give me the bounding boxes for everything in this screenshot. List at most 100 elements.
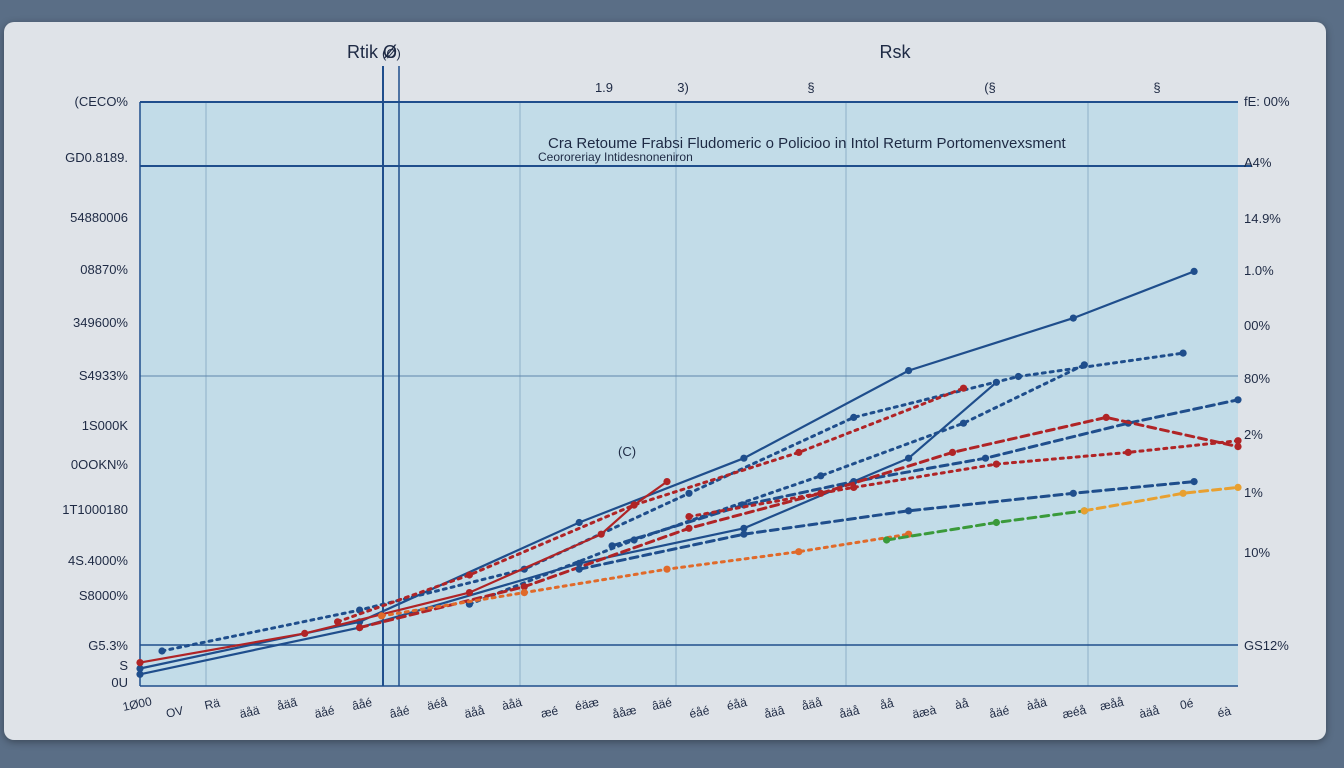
- left-tick-label: (CECO%: [75, 94, 129, 109]
- series-line: [138, 480, 669, 664]
- data-point: [608, 542, 616, 550]
- bottom-tick-label: éåé: [688, 703, 711, 721]
- data-point: [597, 530, 605, 538]
- data-point: [1124, 448, 1132, 456]
- right-tick-label: A4%: [1244, 155, 1272, 170]
- right-tick-labels: fE: 00% A4% 14.9% 1.0% 00% 80% 2% 1% 10% GS12%: [1244, 94, 1290, 653]
- left-tick-label: 0OOKN%: [71, 457, 129, 472]
- bottom-tick-label: àå: [954, 696, 970, 713]
- bottom-tick-label: æéå: [1061, 703, 1088, 722]
- right-tick-label: 00%: [1244, 318, 1270, 333]
- bottom-tick-label: Rä: [203, 696, 221, 713]
- left-tick-label: S4933%: [79, 368, 129, 383]
- series-layer: [136, 267, 1242, 678]
- chart-subtitle: Ceororeriay Intidesnoneniron: [538, 150, 693, 164]
- data-point: [1234, 396, 1242, 404]
- left-tick-label: G5.3%: [88, 638, 128, 653]
- left-tick-label: 1S000K: [82, 418, 129, 433]
- data-point: [136, 670, 144, 678]
- left-tick-label: 0U: [111, 675, 128, 690]
- top-tick-label: (§: [984, 80, 996, 95]
- series-line: [577, 480, 1196, 571]
- data-point: [685, 524, 693, 532]
- right-tick-label: 2%: [1244, 427, 1263, 442]
- series-7: [356, 413, 1242, 632]
- right-tick-label: 1.0%: [1244, 263, 1274, 278]
- bottom-tick-label: éäæ: [574, 695, 601, 714]
- top-tick-label: 3): [677, 80, 689, 95]
- top-tick-label: 1.9: [595, 80, 613, 95]
- bottom-tick-label: âåé: [351, 695, 374, 713]
- series-line: [467, 363, 1086, 606]
- data-point: [685, 513, 693, 521]
- bottom-tick-label: åäé: [988, 703, 1011, 721]
- data-point: [1080, 361, 1088, 369]
- left-tick-label: 349600%: [73, 315, 128, 330]
- data-point: [136, 664, 144, 673]
- left-tick-label: GD0.8189.: [65, 150, 128, 165]
- series-8: [685, 437, 1242, 521]
- data-point: [959, 419, 968, 427]
- data-point: [1069, 314, 1077, 322]
- data-point: [1080, 507, 1088, 515]
- data-point: [1190, 478, 1198, 486]
- data-point: [630, 501, 638, 509]
- bottom-tick-label: àäå: [1138, 703, 1161, 721]
- series-9: [575, 478, 1198, 573]
- data-point: [378, 612, 386, 620]
- bottom-tick-label: àåä: [1026, 695, 1049, 713]
- data-point: [883, 536, 891, 544]
- top-tick-label: §: [1153, 80, 1160, 95]
- annotation-top: (Ø): [382, 46, 401, 61]
- bottom-tick-label: 1Ø00: [121, 694, 153, 714]
- data-point: [1179, 349, 1187, 357]
- bottom-tick-label: éà: [1216, 704, 1232, 721]
- data-point: [1069, 489, 1077, 497]
- data-point: [795, 448, 803, 456]
- right-tick-label: fE: 00%: [1244, 94, 1290, 109]
- series-1: [136, 378, 1001, 678]
- bottom-tick-labels: 1Ø00 OV Rä äåä åäã äåé âåé âåé äéå äåå àåä æé éäæ ååæ…: [121, 694, 1232, 721]
- data-point: [1234, 483, 1242, 491]
- data-point: [992, 460, 1001, 468]
- data-point: [575, 565, 583, 573]
- right-tick-label: 14.9%: [1244, 211, 1281, 226]
- data-point: [334, 618, 342, 626]
- bottom-tick-label: åå: [879, 696, 895, 713]
- bottom-tick-label: äåé: [313, 703, 336, 721]
- data-point: [1234, 443, 1242, 451]
- bottom-tick-label: åäå: [838, 703, 861, 721]
- bottom-tick-label: äåä: [238, 703, 261, 721]
- series-10: [378, 530, 913, 620]
- top-tick-label: §: [807, 80, 814, 95]
- data-point: [136, 659, 144, 667]
- left-tick-label: 4S.4000%: [68, 553, 128, 568]
- left-tick-label: 08870%: [80, 262, 128, 277]
- bottom-tick-label: âåé: [388, 703, 411, 721]
- data-point: [740, 524, 748, 532]
- bottom-tick-label: éåä: [726, 695, 749, 713]
- bottom-tick-label: äéå: [426, 695, 449, 713]
- right-tick-label: 80%: [1244, 371, 1270, 386]
- data-point: [575, 518, 583, 527]
- data-point: [905, 507, 913, 515]
- data-point: [520, 589, 528, 597]
- data-point: [795, 548, 803, 556]
- bottom-tick-label: OV: [165, 703, 185, 720]
- left-tick-labels: (CECO% GD0.8189. 54880006 08870% 349600% S493…: [62, 94, 128, 690]
- data-point: [663, 478, 671, 486]
- bottom-tick-label: 0é: [1179, 696, 1195, 713]
- right-tick-label: 1%: [1244, 485, 1263, 500]
- right-tick-label: 10%: [1244, 545, 1270, 560]
- data-point: [1179, 489, 1187, 497]
- series-6: [334, 384, 968, 626]
- data-point: [663, 565, 671, 573]
- right-tick-label: GS12%: [1244, 638, 1289, 653]
- data-point: [740, 454, 748, 462]
- data-point: [959, 384, 968, 392]
- top-tick-labels: 1.9 3) § (§ §: [595, 80, 1161, 95]
- data-point: [992, 518, 1001, 527]
- data-point: [850, 413, 858, 421]
- annotation-mid: (C): [618, 444, 636, 459]
